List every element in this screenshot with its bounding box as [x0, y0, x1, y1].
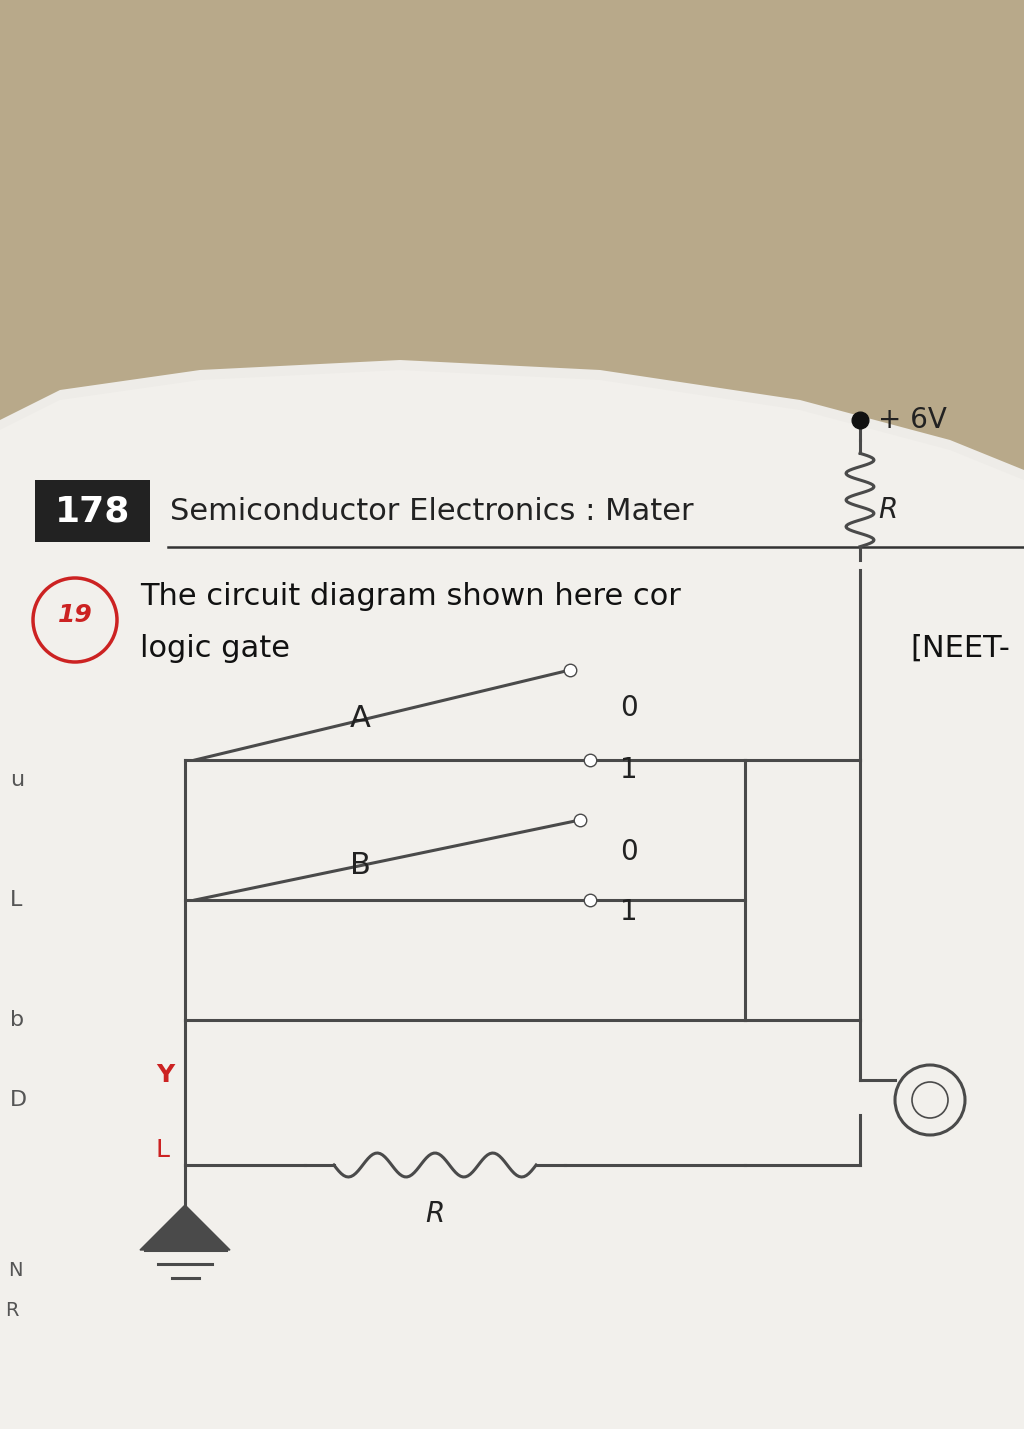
Text: B: B	[349, 850, 371, 879]
Text: R: R	[878, 496, 897, 524]
Text: 19: 19	[57, 603, 92, 627]
Text: 0: 0	[620, 837, 638, 866]
Text: R: R	[425, 1200, 444, 1228]
PathPatch shape	[0, 370, 1024, 1429]
Text: b: b	[10, 1010, 25, 1030]
Text: L: L	[10, 890, 23, 910]
Text: 178: 178	[55, 494, 130, 527]
PathPatch shape	[0, 0, 1024, 470]
Text: R: R	[5, 1300, 18, 1319]
Text: u: u	[10, 770, 25, 790]
Text: [NEET-: [NEET-	[910, 633, 1010, 663]
FancyBboxPatch shape	[35, 480, 150, 542]
Text: Y: Y	[156, 1063, 174, 1087]
Text: Semiconductor Electronics : Mater: Semiconductor Electronics : Mater	[170, 496, 693, 526]
Text: A: A	[349, 703, 371, 733]
Text: The circuit diagram shown here cor: The circuit diagram shown here cor	[140, 582, 681, 610]
Text: L: L	[156, 1137, 170, 1162]
Text: 0: 0	[620, 694, 638, 722]
Text: D: D	[10, 1090, 27, 1110]
Text: 1: 1	[620, 897, 638, 926]
Polygon shape	[140, 1205, 230, 1250]
Text: logic gate: logic gate	[140, 633, 290, 663]
Text: + 6V: + 6V	[878, 406, 947, 434]
Text: N: N	[8, 1260, 23, 1279]
Text: 1: 1	[620, 756, 638, 785]
